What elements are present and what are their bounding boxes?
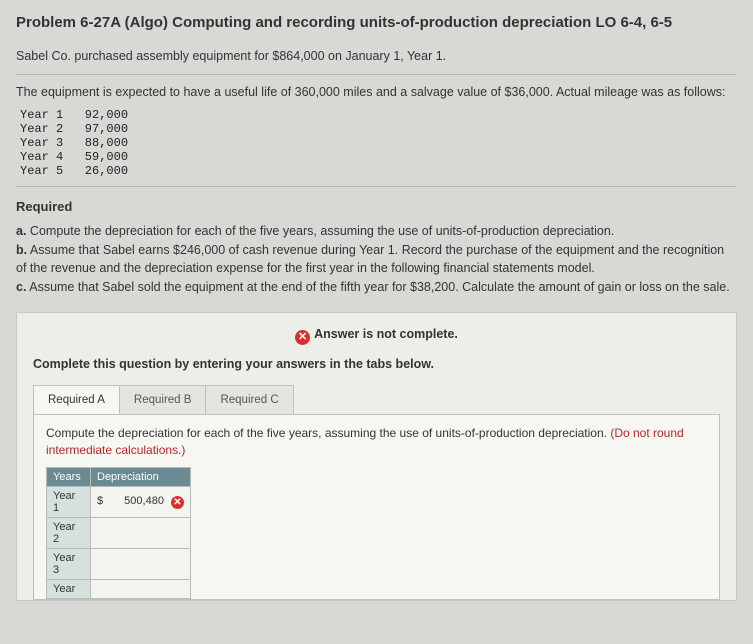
tab-panel-a: Compute the depreciation for each of the… xyxy=(33,414,720,600)
req-c-text: Assume that Sabel sold the equipment at … xyxy=(29,280,729,294)
required-heading: Required xyxy=(16,199,737,214)
req-a-label: a. xyxy=(16,224,26,238)
tab-required-a[interactable]: Required A xyxy=(33,385,119,414)
divider xyxy=(16,74,737,75)
cell-dep-2[interactable] xyxy=(91,517,191,548)
table-row: Year xyxy=(47,579,191,598)
cell-year-4: Year xyxy=(47,579,91,598)
requirements-list: a. Compute the depreciation for each of … xyxy=(16,222,737,297)
cell-year-1: Year 1 xyxy=(47,486,91,517)
tab-required-b[interactable]: Required B xyxy=(119,385,206,414)
answer-panel: ✕ Answer is not complete. Complete this q… xyxy=(16,312,737,601)
cell-dep-4[interactable] xyxy=(91,579,191,598)
status-not-complete: ✕ Answer is not complete. xyxy=(33,327,720,345)
cell-year-3: Year 3 xyxy=(47,548,91,579)
intro-line-2: The equipment is expected to have a usef… xyxy=(16,83,737,102)
cell-dep-3[interactable] xyxy=(91,548,191,579)
mileage-table: Year 1 92,000 Year 2 97,000 Year 3 88,00… xyxy=(20,108,737,178)
intro-line-1: Sabel Co. purchased assembly equipment f… xyxy=(16,47,737,66)
problem-title: Problem 6-27A (Algo) Computing and recor… xyxy=(16,14,737,31)
depreciation-table: Years Depreciation Year 1 $ 500,480 ✕ Ye… xyxy=(46,467,191,599)
dep-value-1: 500,480 xyxy=(124,495,164,507)
cell-year-2: Year 2 xyxy=(47,517,91,548)
table-row: Year 3 xyxy=(47,548,191,579)
panel-instruction: Compute the depreciation for each of the… xyxy=(46,425,707,459)
tab-bar: Required A Required B Required C xyxy=(33,385,720,414)
tab-required-c[interactable]: Required C xyxy=(205,385,293,414)
req-b-label: b. xyxy=(16,243,27,257)
panel-instruction-main: Compute the depreciation for each of the… xyxy=(46,426,610,440)
req-a-text: Compute the depreciation for each of the… xyxy=(30,224,614,238)
divider xyxy=(16,186,737,187)
cell-dep-1[interactable]: $ 500,480 ✕ xyxy=(91,486,191,517)
col-years: Years xyxy=(47,467,91,486)
error-icon: ✕ xyxy=(295,330,310,345)
currency-symbol: $ xyxy=(97,495,103,507)
tab-instructions: Complete this question by entering your … xyxy=(33,357,720,371)
status-text: Answer is not complete. xyxy=(314,327,458,341)
table-row: Year 2 xyxy=(47,517,191,548)
table-row: Year 1 $ 500,480 ✕ xyxy=(47,486,191,517)
col-depreciation: Depreciation xyxy=(91,467,191,486)
wrong-icon: ✕ xyxy=(171,496,184,509)
req-b-text: Assume that Sabel earns $246,000 of cash… xyxy=(16,243,724,275)
req-c-label: c. xyxy=(16,280,26,294)
